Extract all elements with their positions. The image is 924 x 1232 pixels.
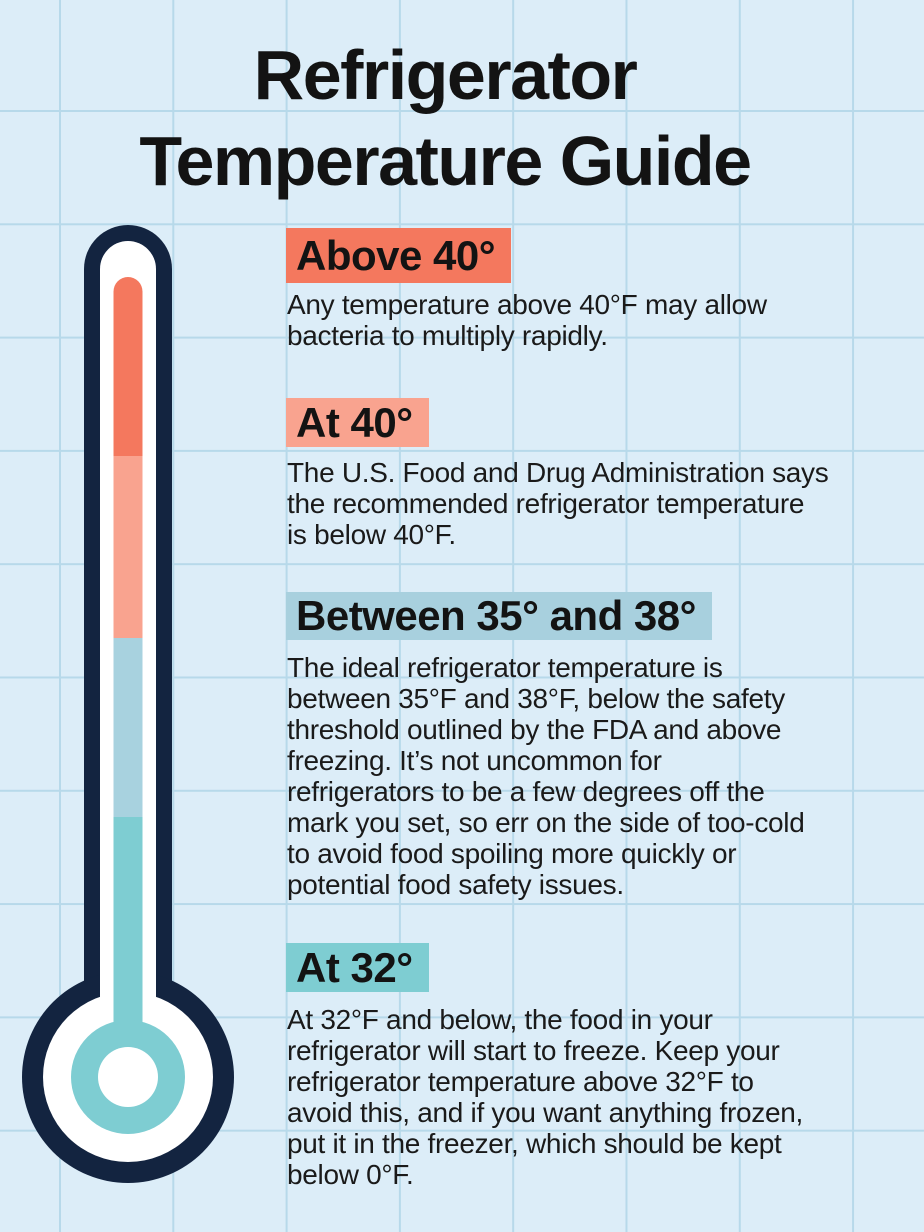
title-line-1: Refrigerator [253,36,638,114]
section-heading-label: Above 40° [296,231,496,279]
thermometer-segment-at-32 [113,817,143,1025]
section-heading-label: At 40° [296,398,413,446]
page-title: Refrigerator Temperature Guide [0,32,890,204]
thermometer-segment-between-35-38 [113,638,143,817]
section-body-at-32: At 32°F and below, the food in your refr… [287,1004,804,1190]
thermometer-illustration [22,225,234,1183]
section-heading-at-32: At 32° [286,943,429,992]
section-heading-above-40: Above 40° [286,228,512,283]
thermometer-segment-above-40 [113,277,143,456]
section-heading-at-40: At 40° [286,398,429,447]
thermometer-bulb-center [98,1047,158,1107]
section-heading-label: Between 35° and 38° [296,592,696,639]
section-heading-label: At 32° [296,943,413,991]
section-body-at-40: The U.S. Food and Drug Administration sa… [287,457,829,550]
section-body-above-40: Any temperature above 40°F may allow bac… [287,289,767,351]
section-body-between-35-38: The ideal refrigerator temperature is be… [287,652,805,900]
title-line-2: Temperature Guide [139,122,752,200]
thermometer-segment-at-40 [113,456,143,638]
section-heading-between-35-38: Between 35° and 38° [286,592,712,640]
